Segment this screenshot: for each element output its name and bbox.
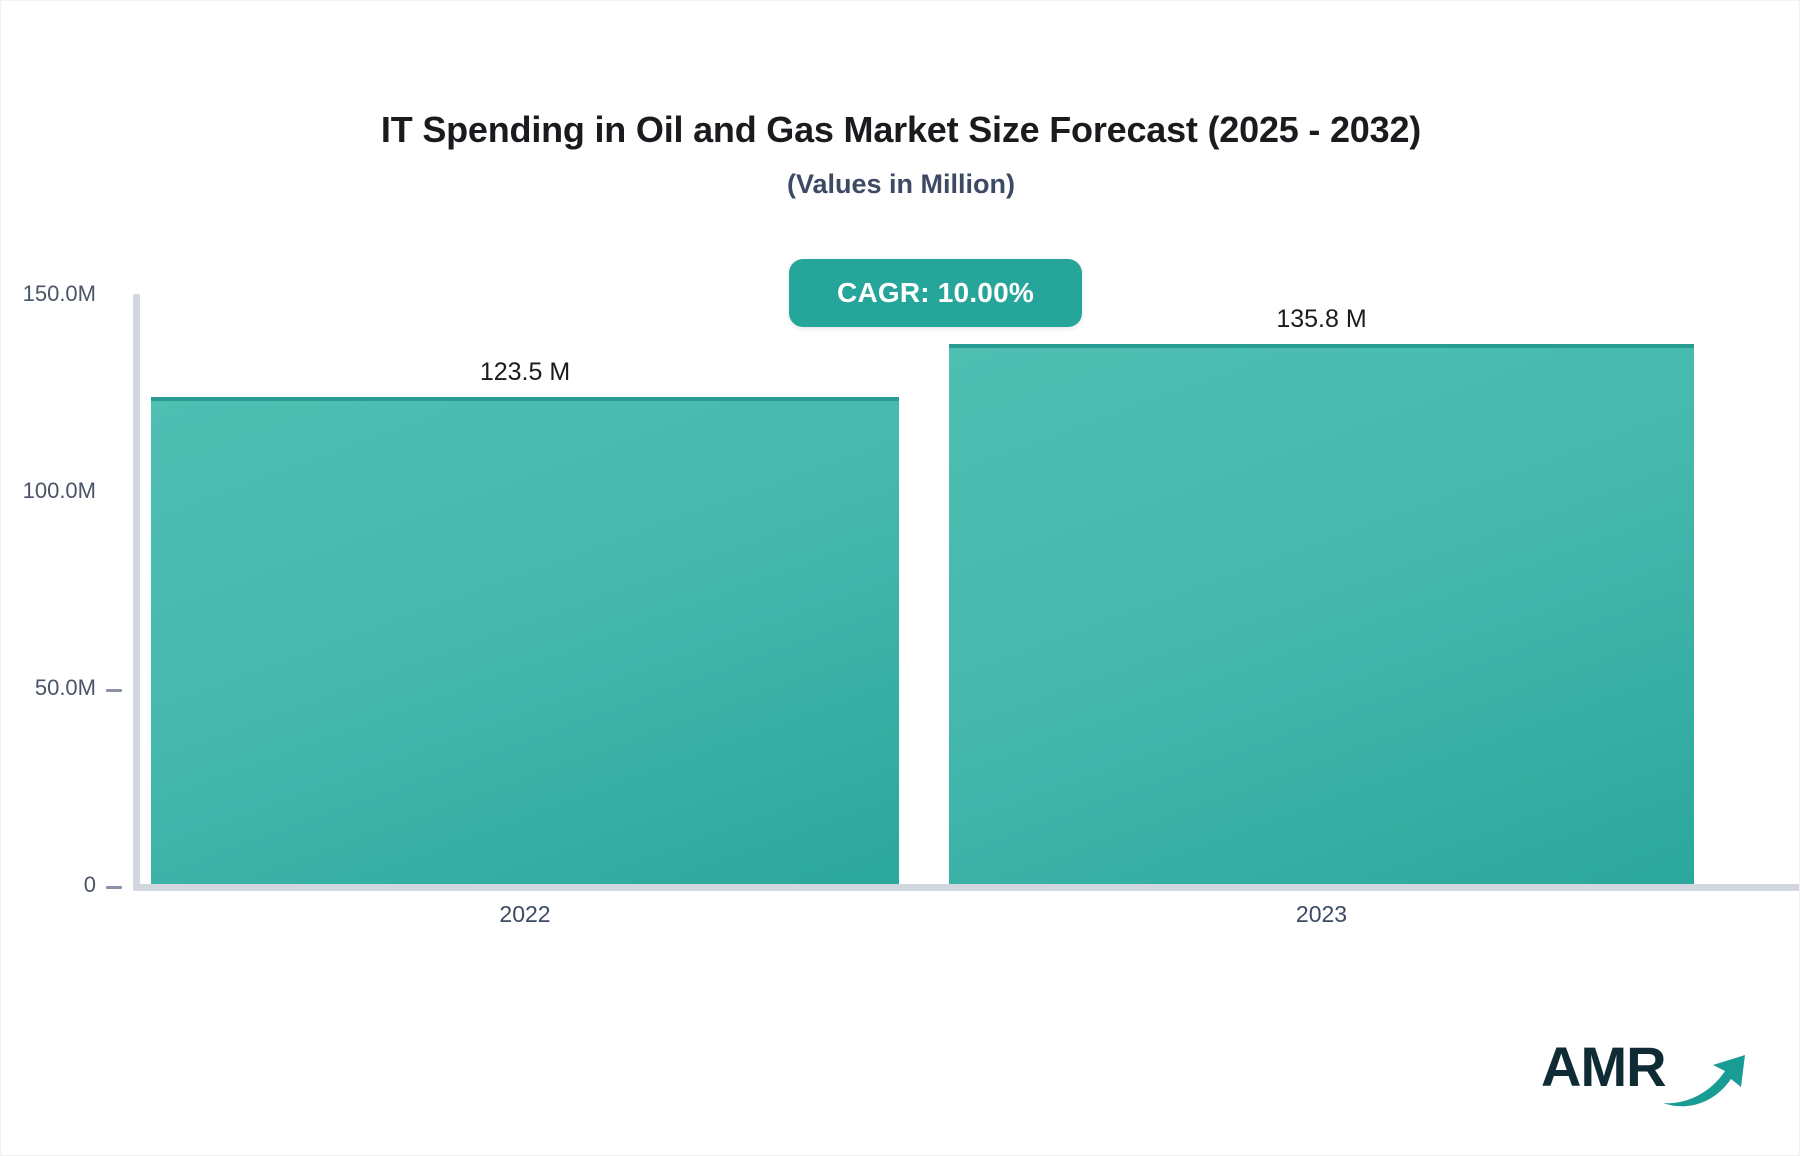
- chart-subtitle: (Values in Million): [786, 169, 1016, 199]
- bar-2022[interactable]: [151, 397, 899, 884]
- cagr-badge: CAGR: 10.00%: [789, 259, 1082, 327]
- x-tick-label-2023: 2023: [1295, 901, 1348, 927]
- bar-2023[interactable]: [949, 344, 1694, 884]
- cagr-badge-label: CAGR: 10.00%: [837, 277, 1034, 308]
- x-axis-line: [133, 884, 1799, 891]
- x-tick-label-2022: 2022: [499, 901, 551, 927]
- y-tick-mark: [106, 886, 122, 889]
- amr-logo: AMR: [1541, 1031, 1745, 1111]
- bar-value-2022: 123.5 M: [479, 358, 571, 386]
- y-tick-mark: [106, 689, 122, 692]
- growth-arrow-icon: [1661, 1051, 1751, 1116]
- y-tick-label: 150.0M: [22, 281, 96, 306]
- chart-title: IT Spending in Oil and Gas Market Size F…: [380, 109, 1422, 150]
- y-tick-label: 50.0M: [34, 675, 96, 700]
- amr-logo-text: AMR: [1541, 1035, 1667, 1098]
- y-tick-label: 100.0M: [22, 478, 96, 503]
- bar-value-2023: 135.8 M: [1276, 305, 1367, 333]
- y-axis-line: [133, 294, 140, 888]
- y-tick-label: 0: [83, 872, 96, 897]
